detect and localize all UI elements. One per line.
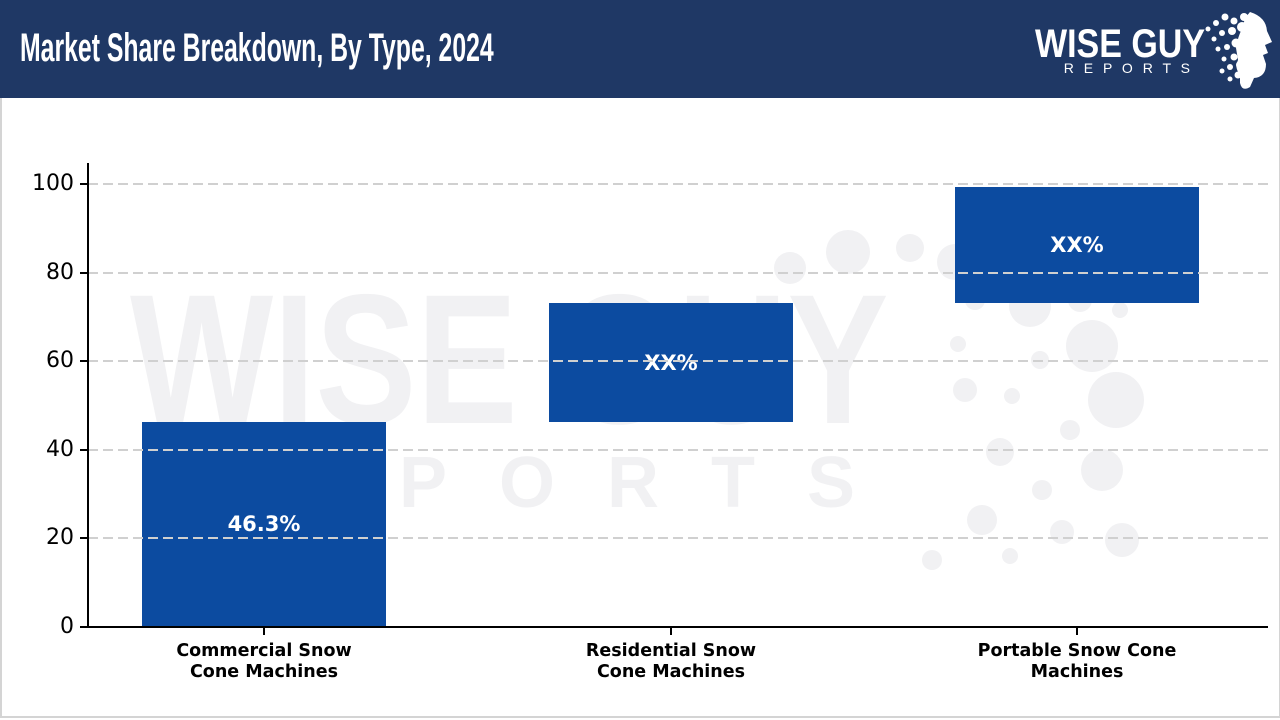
y-tick-0: [80, 626, 87, 628]
y-tick-label-100: 100: [32, 171, 74, 196]
y-tick-40: [80, 448, 87, 451]
y-axis-line: [86, 163, 89, 628]
x-category-label-line: Cone Machines: [596, 662, 746, 682]
page-bottom-border: [0, 716, 1280, 718]
page-left-border: [0, 98, 2, 716]
bar-value-label: 46.3%: [227, 512, 301, 537]
logo-wiseguy-text: WISE GUY: [1034, 22, 1205, 66]
x-tick-2: [1076, 628, 1078, 635]
x-category-label-line: Residential Snow: [585, 641, 757, 661]
y-tick-80: [80, 271, 87, 274]
y-tick-label-40: 40: [46, 436, 74, 462]
y-tick-label-0: 0: [60, 614, 74, 639]
x-category-label-line: Commercial Snow: [176, 641, 352, 661]
logo-face-icon: [1205, 12, 1272, 89]
y-tick-60: [80, 360, 87, 363]
y-tick-20: [80, 537, 87, 540]
x-tick-0: [263, 628, 265, 635]
bar-value-label: XX%: [1050, 232, 1104, 257]
x-category-label: Residential Snow Cone Machines: [511, 641, 831, 683]
page-title: Market Share Breakdown, By Type, 2024: [20, 26, 494, 70]
logo-reports-text: R E P O R T S: [1063, 60, 1193, 76]
bar-portable-snow-cone-machines: XX%: [955, 186, 1199, 304]
x-axis-line: [84, 625, 1268, 628]
x-category-label-line: Portable Snow Cone: [977, 641, 1177, 661]
x-category-label-line: Cone Machines: [189, 662, 339, 682]
y-tick-label-20: 20: [46, 525, 74, 551]
gridline-40: [88, 448, 1268, 451]
y-tick-100: [80, 183, 87, 185]
gridline-80: [88, 271, 1268, 274]
wise-guy-reports-logo: WISE GUY R E P O R T S: [1020, 0, 1280, 98]
x-category-label: Portable Snow Cone Machines: [917, 641, 1237, 683]
y-tick-label-80: 80: [46, 259, 74, 285]
x-category-label-line: Machines: [1030, 662, 1124, 682]
gridline-60: [88, 360, 1268, 363]
bar-residential-snow-cone-machines: XX%: [549, 303, 793, 422]
x-tick-1: [670, 628, 672, 635]
page-right-border: [1278, 98, 1280, 716]
gridline-20: [88, 537, 1268, 540]
header-band: Market Share Breakdown, By Type, 2024 WI…: [0, 0, 1280, 98]
y-tick-label-60: 60: [46, 348, 74, 374]
gridline-100: [88, 183, 1268, 185]
bar-commercial-snow-cone-machines: 46.3%: [142, 421, 386, 627]
bar-value-label: XX%: [644, 350, 698, 375]
x-category-label: Commercial Snow Cone Machines: [104, 641, 424, 683]
